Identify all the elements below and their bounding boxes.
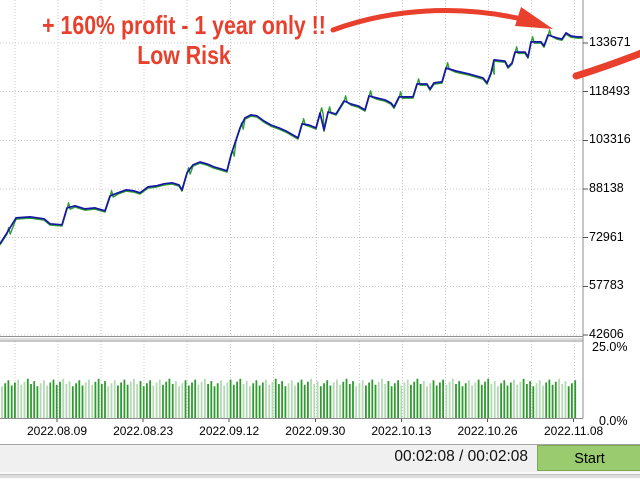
statusbar-divider <box>0 444 640 445</box>
x-axis-label: 2022.08.09 <box>26 424 88 438</box>
y-axis-label: 88138 <box>589 181 624 196</box>
annotation-red-swoosh <box>572 49 640 80</box>
deposit-load-max-label: 25.0% <box>592 340 628 354</box>
bottom-strip-2 <box>0 478 640 480</box>
equity-line <box>0 29 583 246</box>
y-axis-label: 42606 <box>589 327 624 342</box>
x-axis-label: 2022.08.23 <box>113 424 174 438</box>
deposit-load-min-label: 0.0% <box>599 414 628 428</box>
y-axis-label: 57783 <box>589 278 624 293</box>
bottom-strip <box>0 472 640 474</box>
x-axis-label: 2022.09.12 <box>199 424 260 438</box>
deposit-load-bars-light <box>1 378 567 419</box>
bottom-panel-edge <box>0 474 640 479</box>
y-axis-label: 103316 <box>589 132 631 147</box>
tester-status-bar: 00:02:08 / 00:02:08 Start <box>0 445 640 472</box>
x-axis-label: 2022.10.26 <box>457 424 518 438</box>
backtest-timer: 00:02:08 / 00:02:08 <box>394 448 528 465</box>
y-axis-label: 133671 <box>589 35 631 49</box>
y-axis-label: 118493 <box>589 83 630 98</box>
annotation-arrow-head <box>515 7 553 29</box>
start-button[interactable]: Start <box>537 445 640 471</box>
x-axis-label: 2022.11.08 <box>544 424 604 438</box>
annotation-arrow-shaft <box>330 8 529 33</box>
balance-line <box>0 32 583 245</box>
deposit-load-bars-dark <box>4 378 577 419</box>
x-axis-label: 2022.09.30 <box>285 424 346 438</box>
x-axis-label: 2022.10.13 <box>371 424 432 438</box>
y-axis-label: 72961 <box>589 229 624 244</box>
